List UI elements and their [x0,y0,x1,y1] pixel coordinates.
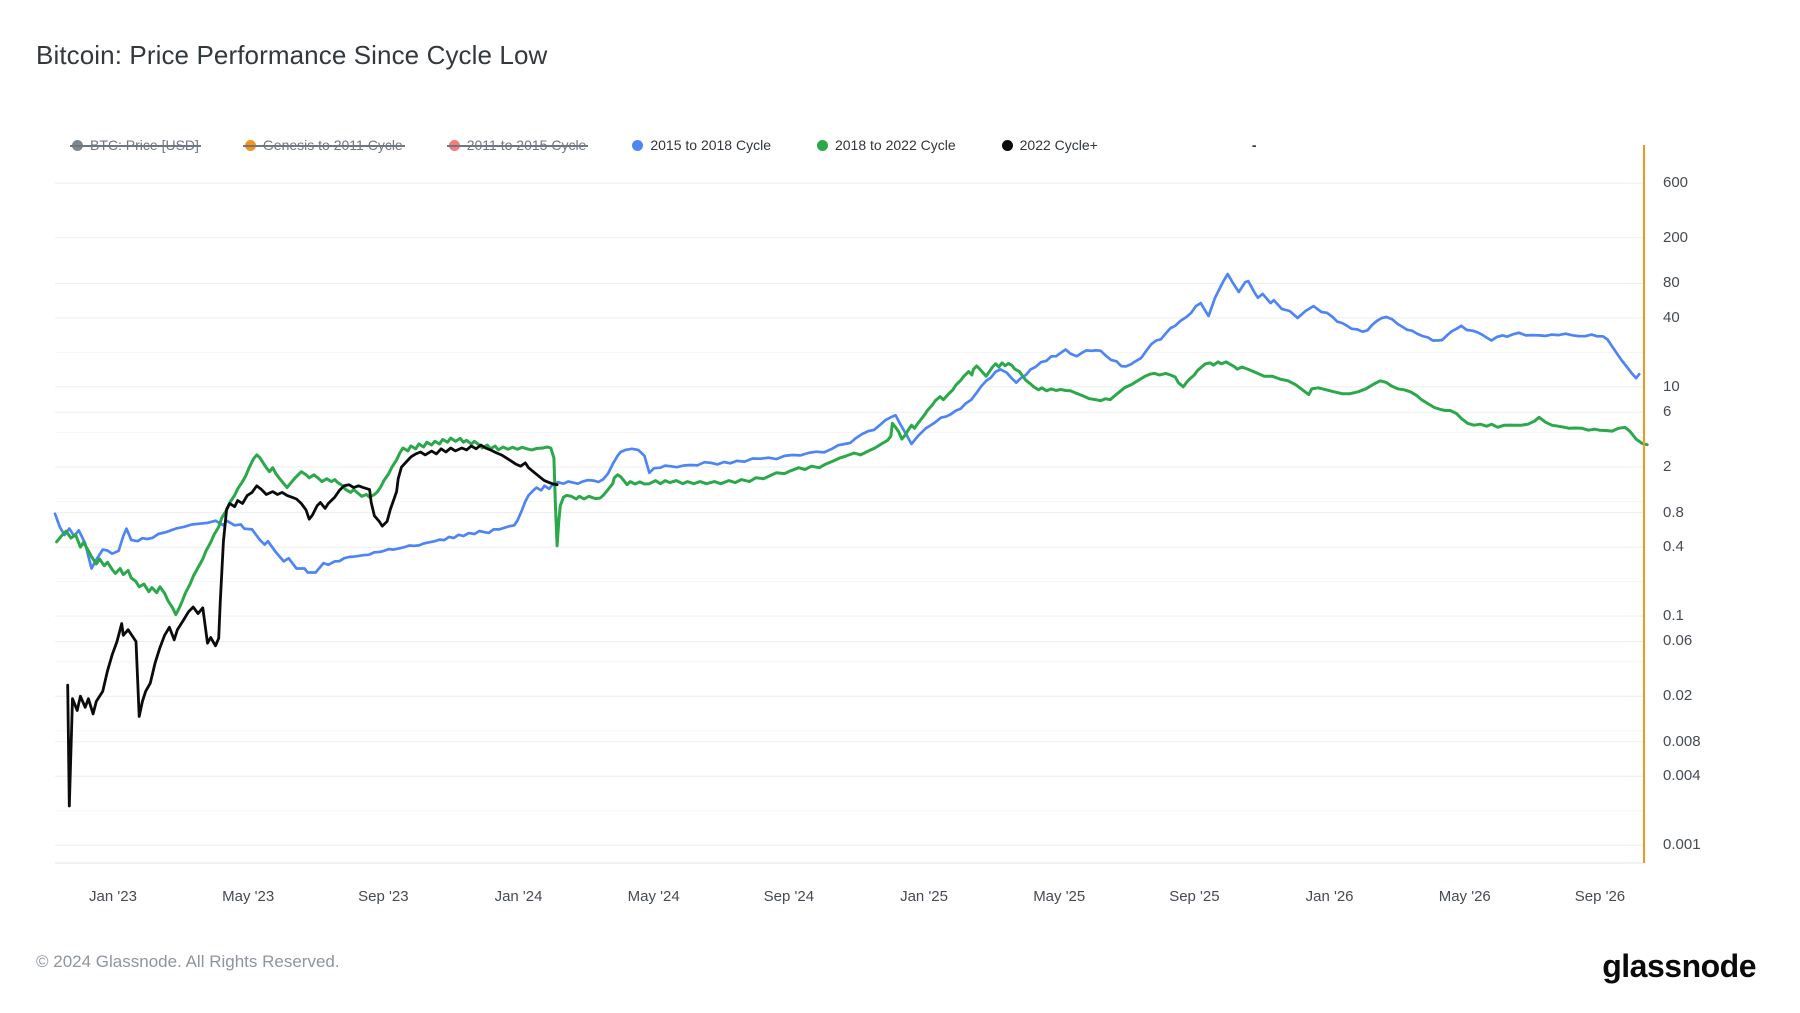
y-tick-label: 0.8 [1663,503,1684,521]
legend-item-label: 2022 Cycle+ [1019,137,1098,153]
series-2018-to-2022-cycle [55,360,1649,617]
x-tick-label: Jan '23 [89,888,137,905]
x-tick-label: May '24 [627,888,680,905]
page-title: Bitcoin: Price Performance Since Cycle L… [36,40,548,70]
chart-plot-area[interactable] [55,145,1644,863]
y-tick-label: 2 [1663,457,1672,475]
x-tick-label: Sep '25 [1169,888,1220,905]
y-tick-label: 200 [1663,228,1689,246]
y-tick-label: 10 [1663,377,1680,395]
x-tick-label: Sep '24 [763,888,815,905]
copyright-text: © 2024 Glassnode. All Rights Reserved. [36,952,340,971]
y-tick-label: 0.06 [1663,632,1693,650]
y-tick-label: 0.008 [1663,732,1701,750]
legend-item-label: 2018 to 2022 Cycle [834,137,956,153]
y-tick-label: 0.1 [1663,607,1684,625]
legend-item-label: 2015 to 2018 Cycle [650,137,771,153]
x-tick-label: May '23 [222,888,275,905]
y-tick-label: 0.004 [1663,767,1701,785]
legend-item-2022-cycle-[interactable]: 2022 Cycle+ [1001,137,1098,153]
legend-item-label: - [1251,137,1257,153]
legend-item-btc-price-usd-[interactable]: BTC: Price [USD] [70,137,201,153]
y-tick-label: 6 [1663,403,1672,421]
y-tick-label: 0.001 [1663,836,1701,854]
legend-item-2018-to-2022-cycle[interactable]: 2018 to 2022 Cycle [816,137,956,153]
legend-item-2015-to-2018-cycle[interactable]: 2015 to 2018 Cycle [632,137,771,153]
legend-item--[interactable]: - [1252,137,1257,153]
x-tick-label: Sep '26 [1574,888,1626,905]
legend-dot-icon [816,139,828,151]
glassnode-logo[interactable]: glassnode [1602,948,1756,984]
x-tick-label: Jan '26 [1305,888,1354,905]
legend-dot-icon [632,139,644,151]
x-tick-label: Sep '23 [358,888,409,905]
y-tick-label: 0.4 [1663,538,1684,556]
legend-item-2011-to-2015-cycle[interactable]: 2011 to 2015 Cycle [446,137,588,153]
y-tick-label: 0.02 [1663,687,1693,705]
y-tick-label: 80 [1663,274,1680,292]
x-tick-label: May '26 [1438,888,1491,905]
chart-legend: BTC: Price [USD] Genesis to 2011 Cycle 201… [70,137,1303,153]
legend-item-genesis-to-2011-cycle[interactable]: Genesis to 2011 Cycle [242,137,405,153]
series-2015-to-2018-cycle [53,272,1641,574]
y-tick-label: 600 [1663,174,1689,192]
x-tick-label: May '25 [1033,888,1086,905]
series-2022-cycle+ [66,443,559,808]
y-tick-label: 40 [1663,308,1680,326]
legend-dot-icon [1001,139,1013,151]
x-tick-label: Jan '24 [494,888,543,905]
x-tick-label: Jan '25 [900,888,948,905]
